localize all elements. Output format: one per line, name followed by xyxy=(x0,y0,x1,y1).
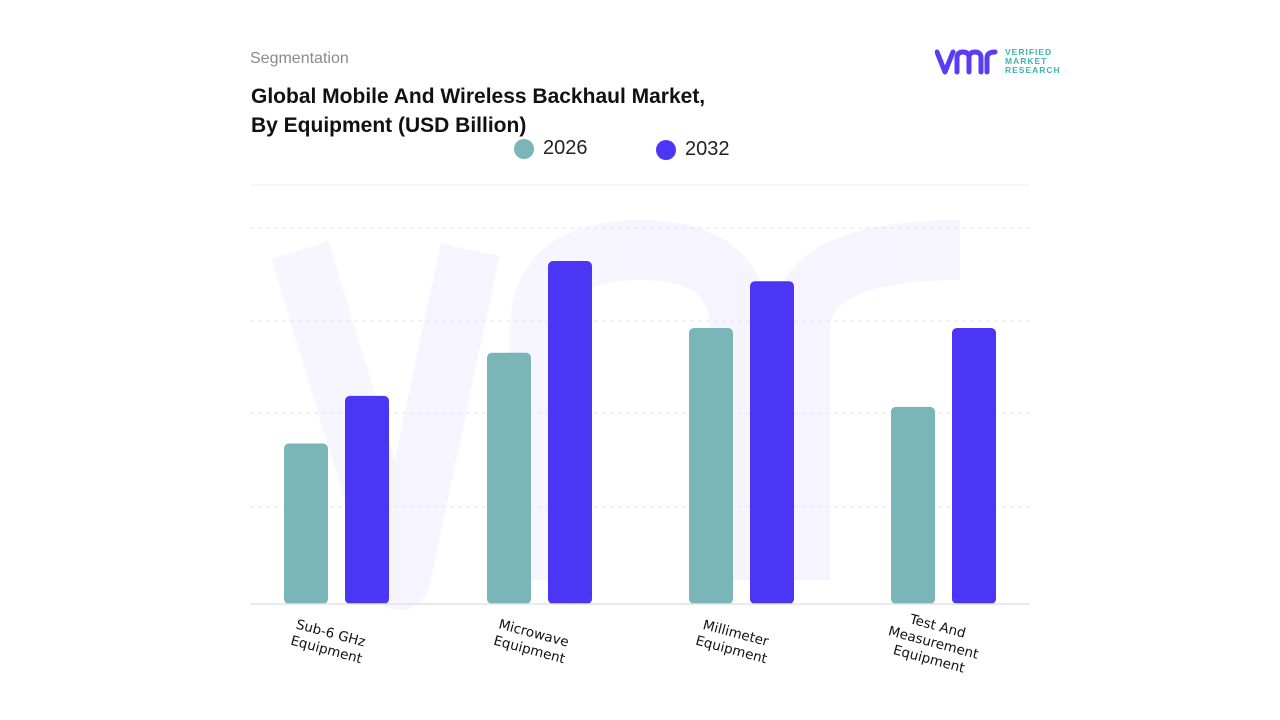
chart-legend: 2026 2032 xyxy=(0,135,1280,165)
vmr-logo-mark-icon xyxy=(935,49,998,75)
bars xyxy=(284,261,996,604)
vmr-logo-text: VERIFIED MARKET RESEARCH xyxy=(1005,46,1061,75)
bar-2032-3 xyxy=(952,327,996,604)
bar-2032-0 xyxy=(345,395,389,604)
bar-2026-2 xyxy=(689,327,733,604)
legend-swatch-2026 xyxy=(514,138,534,159)
logo-line-market: MARKET xyxy=(1005,55,1048,66)
logo-line-verified: VERIFIED xyxy=(1005,46,1053,57)
bar-2032-1 xyxy=(548,261,592,604)
legend-item-2026: 2026 xyxy=(514,137,588,160)
bar-2026-3 xyxy=(891,406,935,604)
legend-label-2032: 2032 xyxy=(685,138,730,160)
bar-2026-0 xyxy=(284,443,328,604)
logo-line-research: RESEARCH xyxy=(1005,64,1061,75)
legend-swatch-2032 xyxy=(656,139,676,160)
vmr-logo: VERIFIED MARKET RESEARCH xyxy=(935,44,1065,78)
chart-title-line-1: Global Mobile And Wireless Backhaul Mark… xyxy=(251,85,706,108)
bar-2032-2 xyxy=(750,281,794,604)
segment-label: Segmentation xyxy=(250,50,349,67)
chart-title-line-2: By Equipment (USD Billion) xyxy=(251,114,527,137)
legend-item-2032: 2032 xyxy=(656,138,730,161)
bar-2026-1 xyxy=(487,352,531,604)
watermark xyxy=(271,219,961,610)
legend-label-2026: 2026 xyxy=(543,137,588,159)
chart-title: Global Mobile And Wireless Backhaul Mark… xyxy=(251,82,771,140)
